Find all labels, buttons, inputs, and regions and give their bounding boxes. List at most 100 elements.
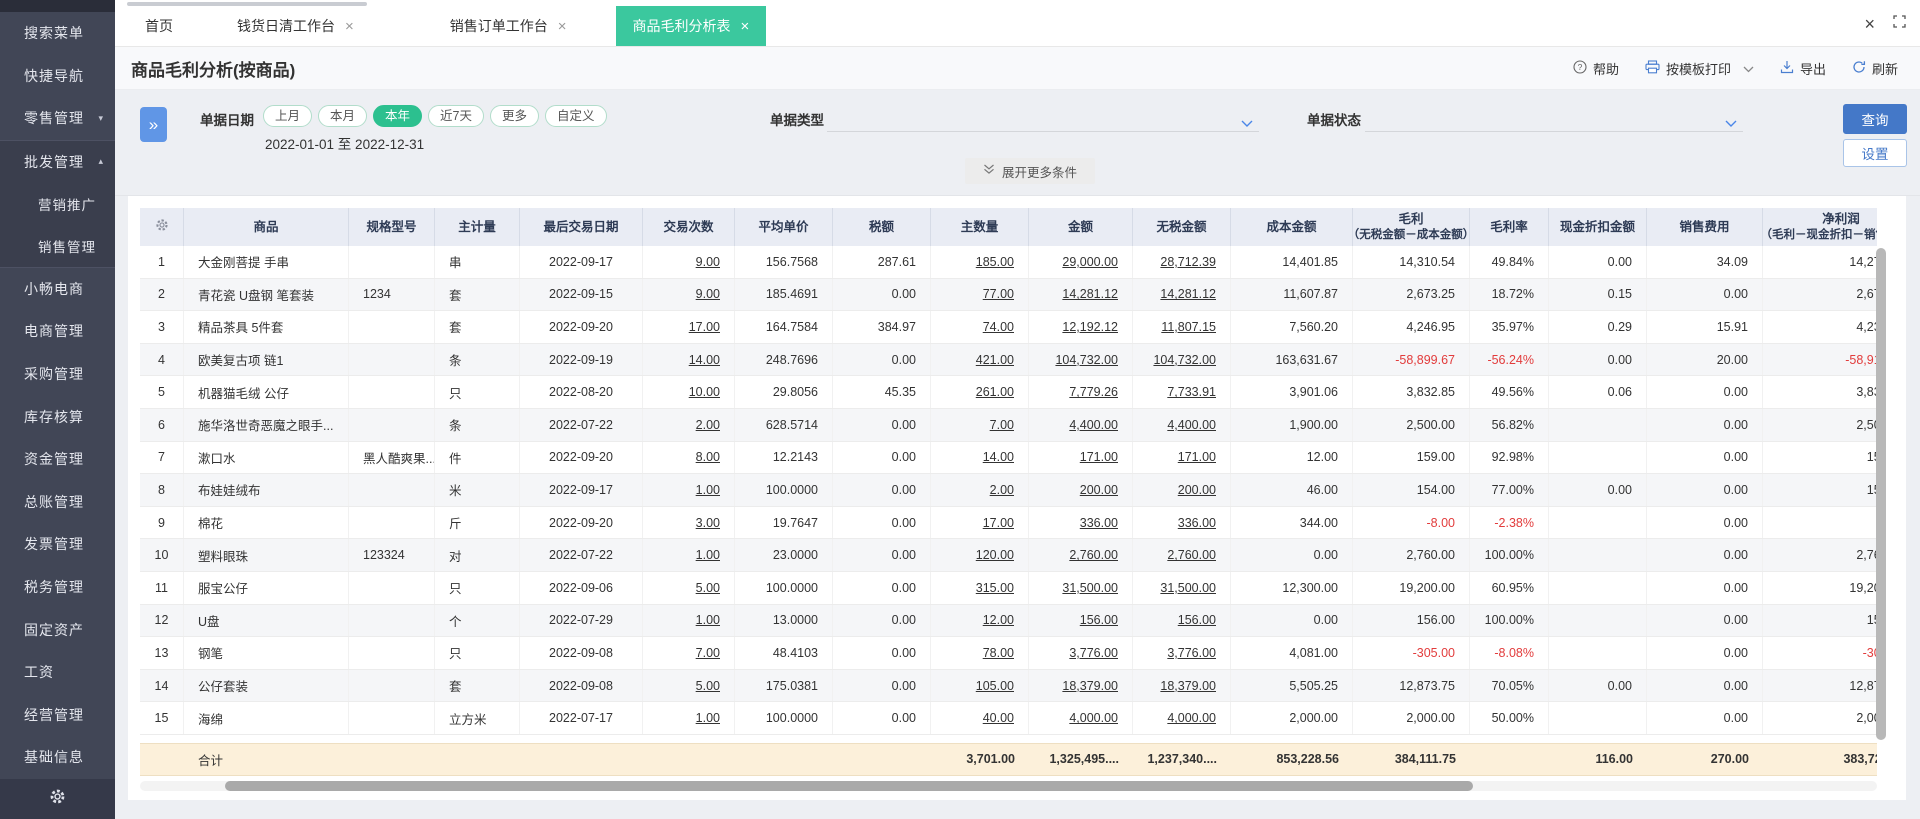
sidebar-item[interactable]: 销售管理 <box>0 224 115 268</box>
tab[interactable]: 销售订单工作台 × <box>433 6 584 46</box>
cell-count[interactable]: 3.00 <box>643 506 735 539</box>
cell-amount[interactable]: 3,776.00 <box>1029 637 1133 669</box>
print-by-template-button[interactable]: 按模板打印 <box>1645 59 1754 78</box>
cell-net_amount[interactable]: 31,500.00 <box>1133 571 1231 604</box>
date-pill[interactable]: 自定义 <box>545 105 607 127</box>
cell-amount[interactable]: 2,760.00 <box>1029 539 1133 571</box>
close-tab-icon[interactable]: × <box>557 17 567 35</box>
sidebar-item[interactable]: 库存核算 <box>0 395 115 438</box>
cell-net_amount[interactable]: 11,807.15 <box>1133 311 1231 343</box>
table-row[interactable]: 15 海绵 立方米 2022-07-17 1.00 100.0000 0.00 40.00 4,… <box>140 702 1877 735</box>
cell-net_amount[interactable]: 18,379.00 <box>1133 669 1231 702</box>
sidebar-item[interactable]: 发票管理 <box>0 523 115 566</box>
date-range-value[interactable]: 2022-01-01 至 2022-12-31 <box>265 137 425 152</box>
cell-amount[interactable]: 12,192.12 <box>1029 311 1133 343</box>
refresh-button[interactable]: 刷新 <box>1852 59 1898 78</box>
cell-net_amount[interactable]: 156.00 <box>1133 604 1231 637</box>
settings-button[interactable]: 设置 <box>1843 139 1907 167</box>
cell-net_amount[interactable]: 7,733.91 <box>1133 376 1231 408</box>
sidebar-item[interactable]: 基础信息 <box>0 736 115 779</box>
table-row[interactable]: 8 布娃娃绒布米 2022-09-17 1.00 100.0000 0.00 2.00 200… <box>140 474 1877 507</box>
table-row[interactable]: 13 钢笔只 2022-09-08 7.00 48.4103 0.00 78.00 3,776… <box>140 637 1877 670</box>
query-button[interactable]: 查询 <box>1843 104 1907 134</box>
cell-count[interactable]: 1.00 <box>643 702 735 734</box>
cell-count[interactable]: 1.00 <box>643 604 735 637</box>
fullscreen-icon[interactable] <box>1893 14 1906 33</box>
cell-qty[interactable]: 315.00 <box>931 571 1029 604</box>
cell-net_amount[interactable]: 28,712.39 <box>1133 246 1231 278</box>
sidebar-item[interactable]: 快捷导航 <box>0 55 115 98</box>
table-row[interactable]: 7 漱口水 黑人酷爽果... 件 2022-09-20 8.00 12.2143 0.00 14… <box>140 441 1877 475</box>
cell-count[interactable]: 2.00 <box>643 408 735 441</box>
vertical-scrollbar[interactable] <box>1876 248 1886 740</box>
chevron-down-icon[interactable] <box>1743 61 1754 76</box>
horizontal-scrollbar[interactable] <box>225 781 1473 791</box>
date-pill[interactable]: 更多 <box>490 105 540 127</box>
cell-qty[interactable]: 261.00 <box>931 376 1029 408</box>
sidebar-item[interactable]: 采购管理 <box>0 353 115 396</box>
close-icon[interactable]: × <box>1864 13 1875 34</box>
cell-qty[interactable]: 7.00 <box>931 408 1029 441</box>
cell-count[interactable]: 9.00 <box>643 278 735 311</box>
cell-amount[interactable]: 4,400.00 <box>1029 408 1133 441</box>
date-pill[interactable]: 本年 <box>373 105 423 127</box>
help-button[interactable]: ? 帮助 <box>1573 59 1619 78</box>
cell-count[interactable]: 7.00 <box>643 637 735 669</box>
table-row[interactable]: 3 精品茶具 5件套套 2022-09-20 17.00 164.7584 384.97 7… <box>140 311 1877 344</box>
sidebar-item[interactable]: 资金管理 <box>0 438 115 481</box>
cell-amount[interactable]: 29,000.00 <box>1029 246 1133 278</box>
cell-net_amount[interactable]: 4,400.00 <box>1133 408 1231 441</box>
table-row[interactable]: 11 服宝公仔只 2022-09-06 5.00 100.0000 0.00 315.00 3… <box>140 571 1877 605</box>
cell-qty[interactable]: 421.00 <box>931 343 1029 376</box>
table-row[interactable]: 14 公仔套装套 2022-09-08 5.00 175.0381 0.00 105.00 1… <box>140 669 1877 703</box>
collapse-filter-button[interactable]: » <box>140 107 167 142</box>
tab[interactable]: 首页 <box>128 6 190 46</box>
cell-net_amount[interactable]: 2,760.00 <box>1133 539 1231 571</box>
table-row[interactable]: 2 青花瓷 U盘钢 笔套装 1234 套 2022-09-15 9.00 185.4691 0… <box>140 278 1877 312</box>
table-row[interactable]: 10 塑料眼珠 123324 对 2022-07-22 1.00 23.0000 0.00 12… <box>140 539 1877 572</box>
cell-count[interactable]: 5.00 <box>643 571 735 604</box>
cell-amount[interactable]: 4,000.00 <box>1029 702 1133 734</box>
tab[interactable]: 钱货日清工作台 × <box>220 6 371 46</box>
close-tab-icon[interactable]: × <box>740 17 750 35</box>
cell-count[interactable]: 10.00 <box>643 376 735 408</box>
cell-count[interactable]: 1.00 <box>643 539 735 571</box>
cell-amount[interactable]: 14,281.12 <box>1029 278 1133 311</box>
cell-qty[interactable]: 2.00 <box>931 474 1029 506</box>
cell-amount[interactable]: 156.00 <box>1029 604 1133 637</box>
cell-net_amount[interactable]: 14,281.12 <box>1133 278 1231 311</box>
export-button[interactable]: 导出 <box>1780 59 1826 78</box>
table-row[interactable]: 4 欧美复古项 链1 条 2022-09-19 14.00 248.7696 0.00 421… <box>140 343 1877 377</box>
table-row[interactable]: 9 棉花斤 2022-09-20 3.00 19.7647 0.00 17.00 336.00… <box>140 506 1877 540</box>
tab-active[interactable]: 商品毛利分析表 × <box>615 6 767 46</box>
cell-amount[interactable]: 104,732.00 <box>1029 343 1133 376</box>
sidebar-item[interactable]: 电商管理 <box>0 310 115 353</box>
sidebar-item[interactable]: 零售管理 ▾ <box>0 97 115 140</box>
column-settings-header[interactable] <box>140 208 184 246</box>
cell-net_amount[interactable]: 3,776.00 <box>1133 637 1231 669</box>
sidebar-item[interactable]: 批发管理 ▴ <box>0 139 115 183</box>
table-row[interactable]: 5 机器猫毛绒 公仔 只 2022-08-20 10.00 29.8056 45.35 261… <box>140 376 1877 409</box>
cell-qty[interactable]: 14.00 <box>931 441 1029 474</box>
cell-net_amount[interactable]: 4,000.00 <box>1133 702 1231 734</box>
cell-amount[interactable]: 18,379.00 <box>1029 669 1133 702</box>
expand-more-conditions-button[interactable]: 展开更多条件 <box>965 158 1096 184</box>
cell-qty[interactable]: 105.00 <box>931 669 1029 702</box>
cell-count[interactable]: 9.00 <box>643 246 735 278</box>
table-row[interactable]: 1 大金刚菩提 手串 串 2022-09-17 9.00 156.7568 287.61 18… <box>140 246 1877 279</box>
cell-amount[interactable]: 171.00 <box>1029 441 1133 474</box>
sidebar-item[interactable]: 经营管理 <box>0 694 115 737</box>
sidebar-item[interactable]: 搜索菜单 <box>0 12 115 55</box>
sidebar-item[interactable]: 营销推广 <box>0 182 115 225</box>
cell-qty[interactable]: 12.00 <box>931 604 1029 637</box>
table-row[interactable]: 12 U盘个 2022-07-29 1.00 13.0000 0.00 12.00 156.0… <box>140 604 1877 638</box>
table-row[interactable]: 6 施华洛世奇恶魔之眼手... 条 2022-07-22 2.00 628.5714 0.0… <box>140 408 1877 442</box>
cell-net_amount[interactable]: 104,732.00 <box>1133 343 1231 376</box>
cell-amount[interactable]: 200.00 <box>1029 474 1133 506</box>
tab-scrollbar[interactable] <box>127 2 367 6</box>
cell-qty[interactable]: 40.00 <box>931 702 1029 734</box>
date-pill[interactable]: 上月 <box>263 105 313 127</box>
cell-net_amount[interactable]: 200.00 <box>1133 474 1231 506</box>
cell-amount[interactable]: 336.00 <box>1029 506 1133 539</box>
close-tab-icon[interactable]: × <box>345 17 354 35</box>
